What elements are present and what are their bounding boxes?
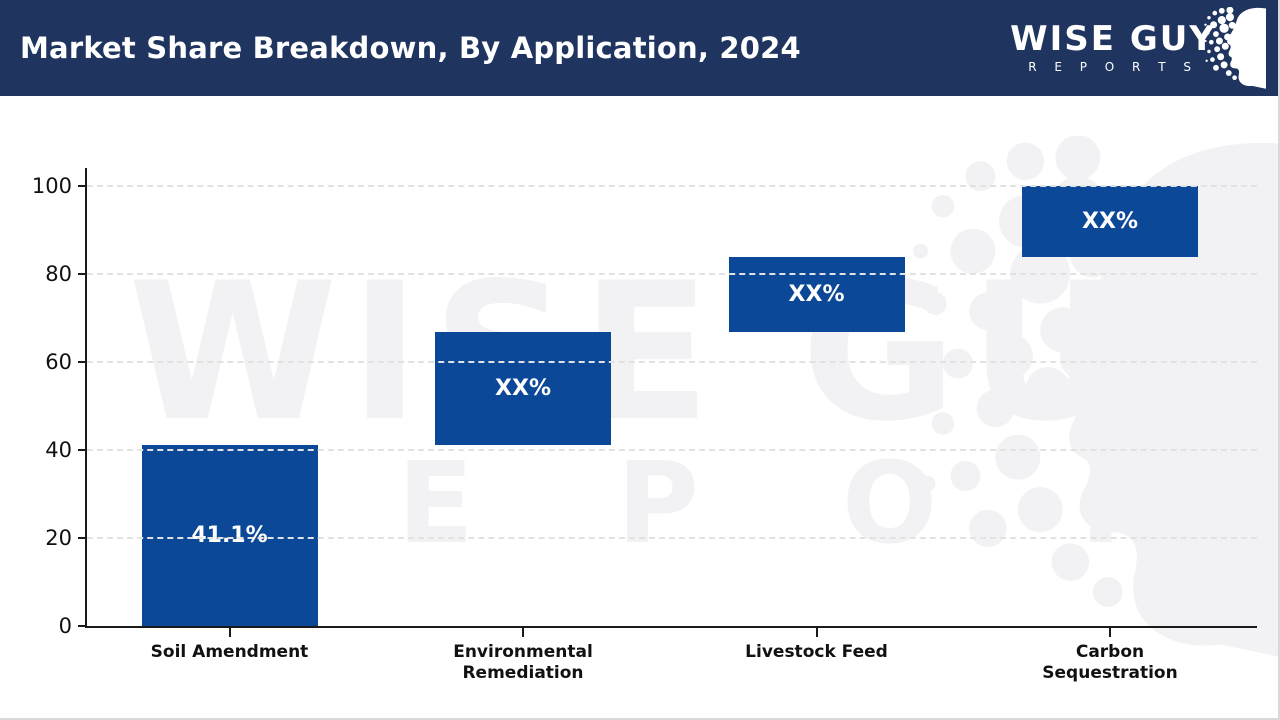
bar-value-label: XX% <box>495 376 551 402</box>
x-category-label-environmental-remediation: Environmental Remediation <box>453 642 593 684</box>
y-tick-label-40: 40 <box>45 438 72 462</box>
y-tick-label-100: 100 <box>31 174 72 198</box>
axes-layer: 0 20 40 60 80 100 Soil Amendment Environmental … <box>0 96 1278 718</box>
gridline-80 <box>87 273 1257 275</box>
gridline-100 <box>87 185 1257 187</box>
bar-value-label: 41.1% <box>191 523 268 549</box>
y-tick-mark-20 <box>78 537 86 539</box>
logo-brand-name: WISE GUY <box>1010 19 1216 59</box>
logo-text: WISE GUY R E P O R T S <box>1010 22 1216 74</box>
y-tick-mark-100 <box>78 185 86 187</box>
gridline-40 <box>87 449 1257 451</box>
y-tick-label-80: 80 <box>45 262 72 286</box>
x-tick-mark-carbon-sequestration <box>1109 628 1111 637</box>
y-tick-mark-80 <box>78 273 86 275</box>
bar-soil-amendment: 41.1% <box>141 445 318 626</box>
x-tick-mark-environmental-remediation <box>522 628 524 637</box>
logo-face-icon <box>1204 7 1266 89</box>
gridlines-layer <box>0 96 1278 718</box>
bar-environmental-remediation: XX% <box>435 332 611 446</box>
y-axis-spine <box>85 168 87 628</box>
bars-layer: 41.1% XX% XX% XX% <box>0 96 1278 718</box>
y-tick-label-20: 20 <box>45 526 72 550</box>
y-tick-mark-40 <box>78 449 86 451</box>
x-category-label-livestock-feed: Livestock Feed <box>745 642 888 662</box>
x-axis-spine <box>85 626 1257 628</box>
header-bar: Market Share Breakdown, By Application, … <box>0 0 1278 96</box>
x-tick-mark-soil-amendment <box>228 628 231 637</box>
page-title: Market Share Breakdown, By Application, … <box>20 31 801 65</box>
y-tick-mark-0 <box>78 625 86 627</box>
logo-brand-subtitle: R E P O R T S <box>1028 60 1198 74</box>
chart-area: WISE GUY R E P O R T S 41.1%XX%XX%XX% <box>0 96 1278 718</box>
y-tick-label-0: 0 <box>58 614 72 638</box>
y-tick-label-60: 60 <box>45 350 72 374</box>
x-tick-mark-livestock-feed <box>815 628 818 637</box>
x-category-label-soil-amendment: Soil Amendment <box>150 642 309 662</box>
bar-value-label: XX% <box>1082 208 1138 234</box>
bar-value-label: XX% <box>788 281 845 307</box>
bar-livestock-feed: XX% <box>728 256 905 333</box>
wise-guy-reports-logo: WISE GUY R E P O R T S <box>1010 7 1266 89</box>
bar-carbon-sequestration: XX% <box>1022 186 1198 257</box>
y-tick-mark-60 <box>78 361 86 363</box>
gridline-60 <box>87 361 1257 363</box>
gridline-20 <box>87 537 1257 539</box>
x-category-label-carbon-sequestration: Carbon Sequestration <box>1042 642 1178 684</box>
